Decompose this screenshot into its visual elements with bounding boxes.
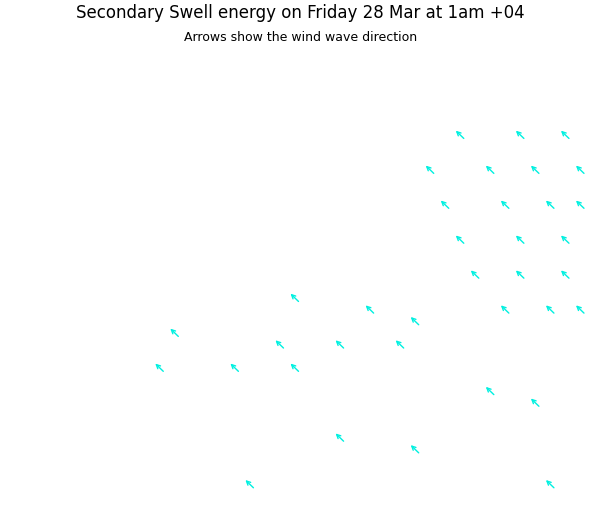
Text: Arrows show the wind wave direction: Arrows show the wind wave direction bbox=[184, 31, 417, 44]
Text: Secondary Swell energy on Friday 28 Mar at 1am +04: Secondary Swell energy on Friday 28 Mar … bbox=[76, 4, 525, 22]
